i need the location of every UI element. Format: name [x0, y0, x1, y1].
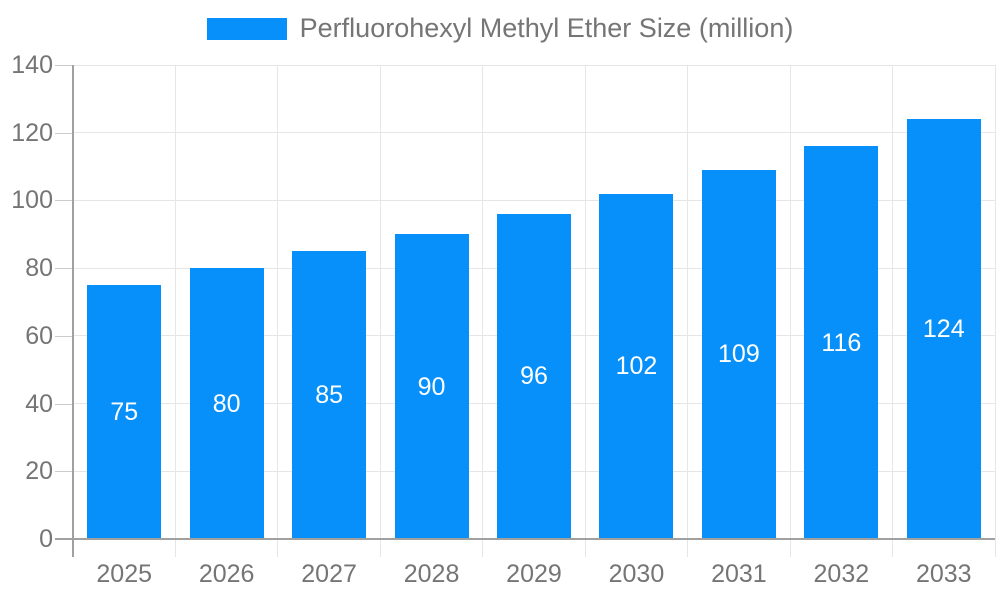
gridline-vertical	[687, 65, 689, 557]
gridline-vertical	[789, 65, 791, 557]
bar[interactable]	[189, 268, 264, 539]
bar[interactable]	[804, 146, 879, 539]
bar[interactable]	[87, 285, 162, 539]
y-axis-label: 100	[11, 186, 53, 215]
x-axis-label: 2033	[915, 560, 972, 588]
y-axis-label: 60	[25, 321, 53, 350]
bar-value-label: 85	[315, 381, 344, 410]
y-axis-tick	[55, 403, 73, 405]
gridline-vertical	[277, 65, 279, 557]
y-axis-label: 80	[25, 254, 53, 283]
gridline-vertical	[994, 65, 996, 557]
y-axis-tick	[55, 471, 73, 473]
bar-value-label: 124	[922, 315, 965, 344]
x-axis-label: 2027	[301, 560, 357, 588]
x-axis-label: 2032	[813, 560, 870, 588]
x-axis-label: 2030	[608, 560, 665, 588]
bar-value-label: 109	[718, 340, 760, 369]
bar-value-label: 102	[615, 352, 658, 381]
bar[interactable]	[599, 193, 674, 539]
x-axis-label: 2026	[198, 560, 255, 588]
legend-swatch	[206, 17, 287, 40]
y-axis-tick	[55, 200, 73, 202]
bar-value-label: 116	[821, 328, 862, 357]
y-axis-line	[72, 65, 74, 557]
bar-value-label: 90	[417, 372, 446, 401]
y-axis-tick	[55, 65, 73, 66]
y-axis-tick	[55, 132, 73, 134]
x-axis-label: 2029	[506, 560, 562, 588]
bar[interactable]	[292, 251, 367, 539]
y-axis-label: 140	[11, 51, 53, 79]
y-axis-tick	[55, 268, 73, 270]
gridline-vertical	[482, 65, 484, 557]
gridline-horizontal	[73, 132, 995, 134]
bar[interactable]	[701, 169, 776, 539]
x-axis-label: 2025	[96, 560, 153, 588]
legend[interactable]: Perfluorohexyl Methyl Ether Size (millio…	[0, 13, 1000, 44]
y-axis-tick	[55, 335, 73, 337]
gridline-vertical	[379, 65, 381, 557]
y-axis-tick	[55, 538, 73, 540]
y-axis-label: 0	[39, 525, 53, 553]
x-axis-label: 2031	[711, 560, 767, 588]
bar[interactable]	[906, 119, 981, 539]
bar-value-label: 96	[520, 362, 548, 391]
gridline-vertical	[892, 65, 894, 557]
gridline-horizontal	[73, 199, 995, 201]
y-axis-label: 120	[11, 118, 53, 147]
legend-label: Perfluorohexyl Methyl Ether Size (millio…	[299, 13, 794, 43]
gridline-horizontal	[73, 64, 995, 66]
bar-value-label: 75	[110, 398, 139, 427]
bar[interactable]	[497, 213, 571, 539]
y-axis-label: 40	[25, 389, 53, 418]
x-axis-label: 2028	[403, 560, 460, 588]
gridline-vertical	[584, 65, 586, 557]
gridline-vertical	[174, 65, 176, 557]
y-axis-label: 20	[25, 457, 53, 486]
x-axis-line	[72, 538, 995, 540]
bar[interactable]	[394, 234, 469, 539]
bar-value-label: 80	[212, 389, 241, 418]
